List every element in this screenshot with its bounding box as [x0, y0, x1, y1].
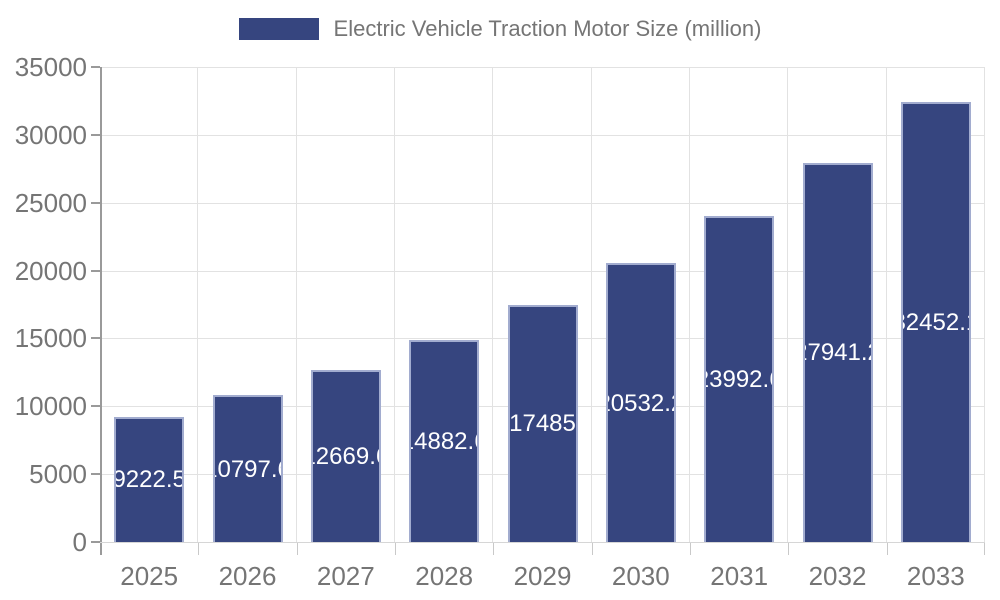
y-axis-tick [91, 541, 100, 543]
x-axis-tick [886, 542, 888, 555]
y-tick-label: 30000 [14, 119, 87, 150]
legend-label: Electric Vehicle Traction Motor Size (mi… [333, 16, 762, 41]
x-gridline [394, 67, 395, 542]
bar-value-label: 32452.1 [903, 308, 969, 336]
x-tick-label: 2029 [513, 561, 572, 591]
y-axis-tick [91, 405, 100, 408]
x-gridline [590, 67, 592, 542]
bar-value-label: 14882.6 [411, 428, 477, 455]
bar-2028: 14882.6 [409, 340, 480, 542]
bar-value-label: 27941.2 [805, 339, 871, 367]
y-tick-label: 35000 [14, 52, 87, 82]
bar-2031: 23992.6 [704, 216, 775, 542]
y-tick-label: 25000 [14, 187, 87, 218]
x-gridline [689, 67, 690, 542]
bar-value-label: 10797.6 [215, 455, 281, 483]
x-gridline [295, 67, 297, 542]
y-axis-tick [91, 269, 100, 272]
x-gridline [492, 67, 494, 542]
bar-value-label: 9222.5 [114, 466, 185, 494]
y-axis-tick [91, 473, 100, 476]
x-tick-label: 2027 [316, 561, 375, 591]
x-gridline [787, 67, 789, 542]
x-tick-label: 2031 [710, 561, 769, 591]
x-tick-label: 2030 [611, 561, 670, 591]
x-axis-tick [493, 542, 495, 555]
bar-2032: 27941.2 [802, 162, 873, 542]
y-gridline [100, 202, 985, 204]
y-axis-line [100, 67, 102, 555]
x-gridline [984, 67, 985, 542]
y-axis-tick [91, 337, 100, 340]
x-axis-tick [296, 542, 298, 555]
bar-2029: 17485 [507, 304, 578, 542]
y-gridline [100, 67, 985, 68]
bar-value-label: 20532.2 [608, 389, 674, 417]
x-tick-label: 2028 [415, 561, 474, 591]
bar-value-label: 23992.6 [706, 366, 772, 394]
x-axis-tick [788, 542, 790, 555]
x-axis-tick [984, 542, 985, 555]
y-gridline [100, 270, 985, 272]
bar-value-label: 12669.6 [313, 443, 379, 471]
y-tick-label: 10000 [14, 391, 87, 422]
x-tick-label: 2033 [906, 561, 965, 591]
y-axis-tick [91, 133, 100, 136]
x-axis-tick [591, 542, 593, 555]
bar-2025: 9222.5 [114, 416, 185, 542]
x-axis-tick [690, 542, 691, 555]
x-gridline [885, 67, 887, 542]
legend-item[interactable]: Electric Vehicle Traction Motor Size (mi… [0, 16, 1000, 42]
y-gridline [100, 134, 985, 136]
bar-2026: 10797.6 [212, 395, 283, 542]
x-gridline [197, 67, 199, 542]
y-tick-label: 15000 [14, 323, 87, 354]
x-axis-line [100, 542, 985, 543]
x-tick-label: 2026 [218, 561, 277, 591]
y-tick-label: 20000 [14, 255, 87, 286]
bar-value-label: 17485 [509, 410, 576, 438]
plot-area: 9222.5 10797.6 12669.6 14882.6 17485 20532.2 2… [100, 67, 985, 542]
x-tick-label: 2032 [808, 561, 867, 591]
bar-2027: 12669.6 [310, 370, 381, 542]
bar-2033: 32452.1 [900, 101, 971, 542]
legend-swatch-icon [238, 18, 319, 40]
y-axis-tick [91, 66, 100, 68]
y-tick-label: 0 [72, 527, 87, 557]
y-axis-tick [91, 201, 100, 204]
bar-2030: 20532.2 [605, 263, 676, 542]
x-axis-tick [395, 542, 396, 555]
y-tick-label: 5000 [29, 459, 87, 490]
x-tick-label: 2025 [120, 561, 179, 591]
x-axis-tick [198, 542, 200, 555]
